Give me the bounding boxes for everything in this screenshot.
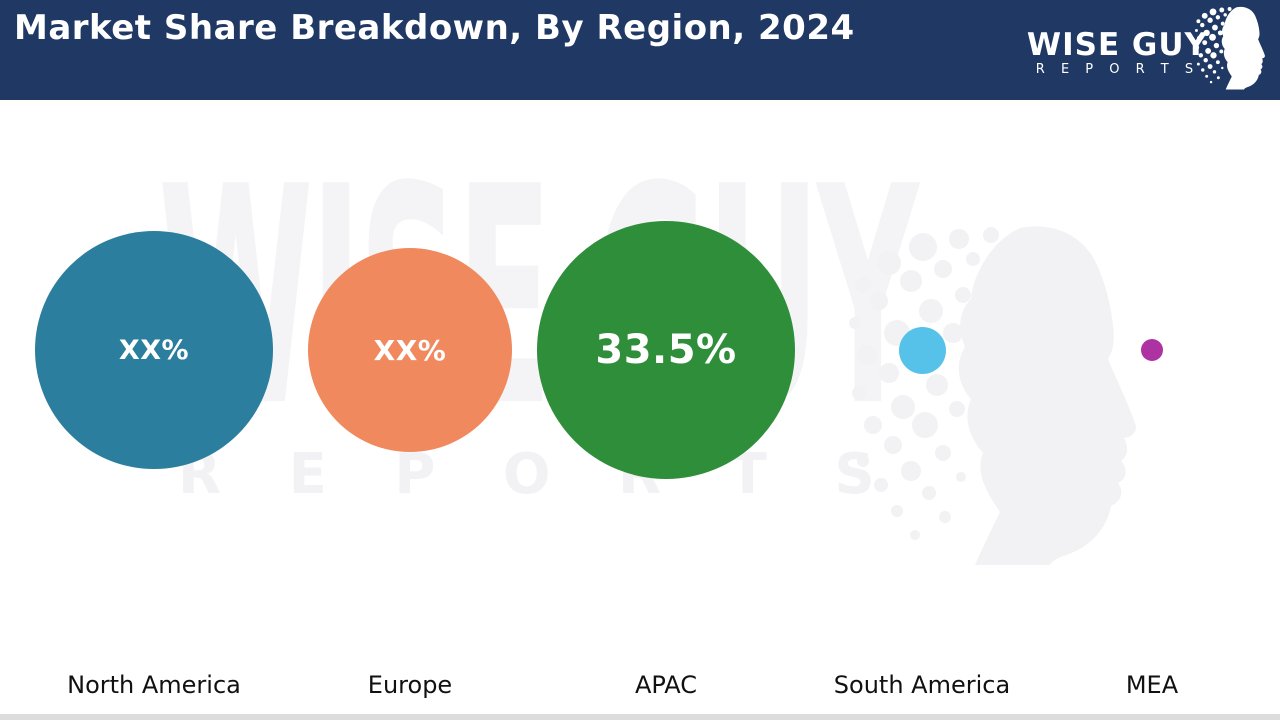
bubble-chart: WISE GUY R E P O R T S XX% North America X… (0, 100, 1280, 714)
page-title: Market Share Breakdown, By Region, 2024 (14, 8, 855, 48)
category-label-europe: Europe (367, 671, 453, 699)
wiseguy-logo: WISE GUY R E P O R T S (1027, 6, 1272, 90)
wiseguy-head-icon (1194, 6, 1265, 90)
category-label-apac: APAC (634, 671, 698, 699)
wiseguy-logo-tagline: R E P O R T S (1035, 62, 1200, 77)
watermark-big-text: WISE GUY (158, 123, 919, 472)
category-label-mea: MEA (1125, 671, 1179, 699)
wiseguy-logo-text: WISE GUY R E P O R T S (1027, 28, 1208, 78)
bottom-edge-strip (0, 714, 1280, 720)
bubble-apac: 33.5% (537, 221, 795, 479)
bubble-europe: XX% (308, 248, 512, 452)
bubble-mea (1141, 339, 1163, 361)
bubble-value-label-apac: 33.5% (595, 327, 737, 373)
header-bar: Market Share Breakdown, By Region, 2024 … (0, 0, 1280, 100)
bubble-south-america (898, 326, 946, 374)
wiseguy-logo-name: WISE GUY (1026, 27, 1208, 63)
head-silhouette-watermark (849, 226, 1136, 565)
category-label-north-america: North America (67, 671, 241, 699)
category-label-south-america: South America (833, 671, 1011, 699)
bubble-value-label-europe: XX% (373, 333, 447, 367)
watermark-reports-text: R E P O R T S (178, 442, 899, 507)
bubble-north-america: XX% (35, 231, 273, 469)
bubble-value-label-north-america: XX% (118, 334, 190, 366)
